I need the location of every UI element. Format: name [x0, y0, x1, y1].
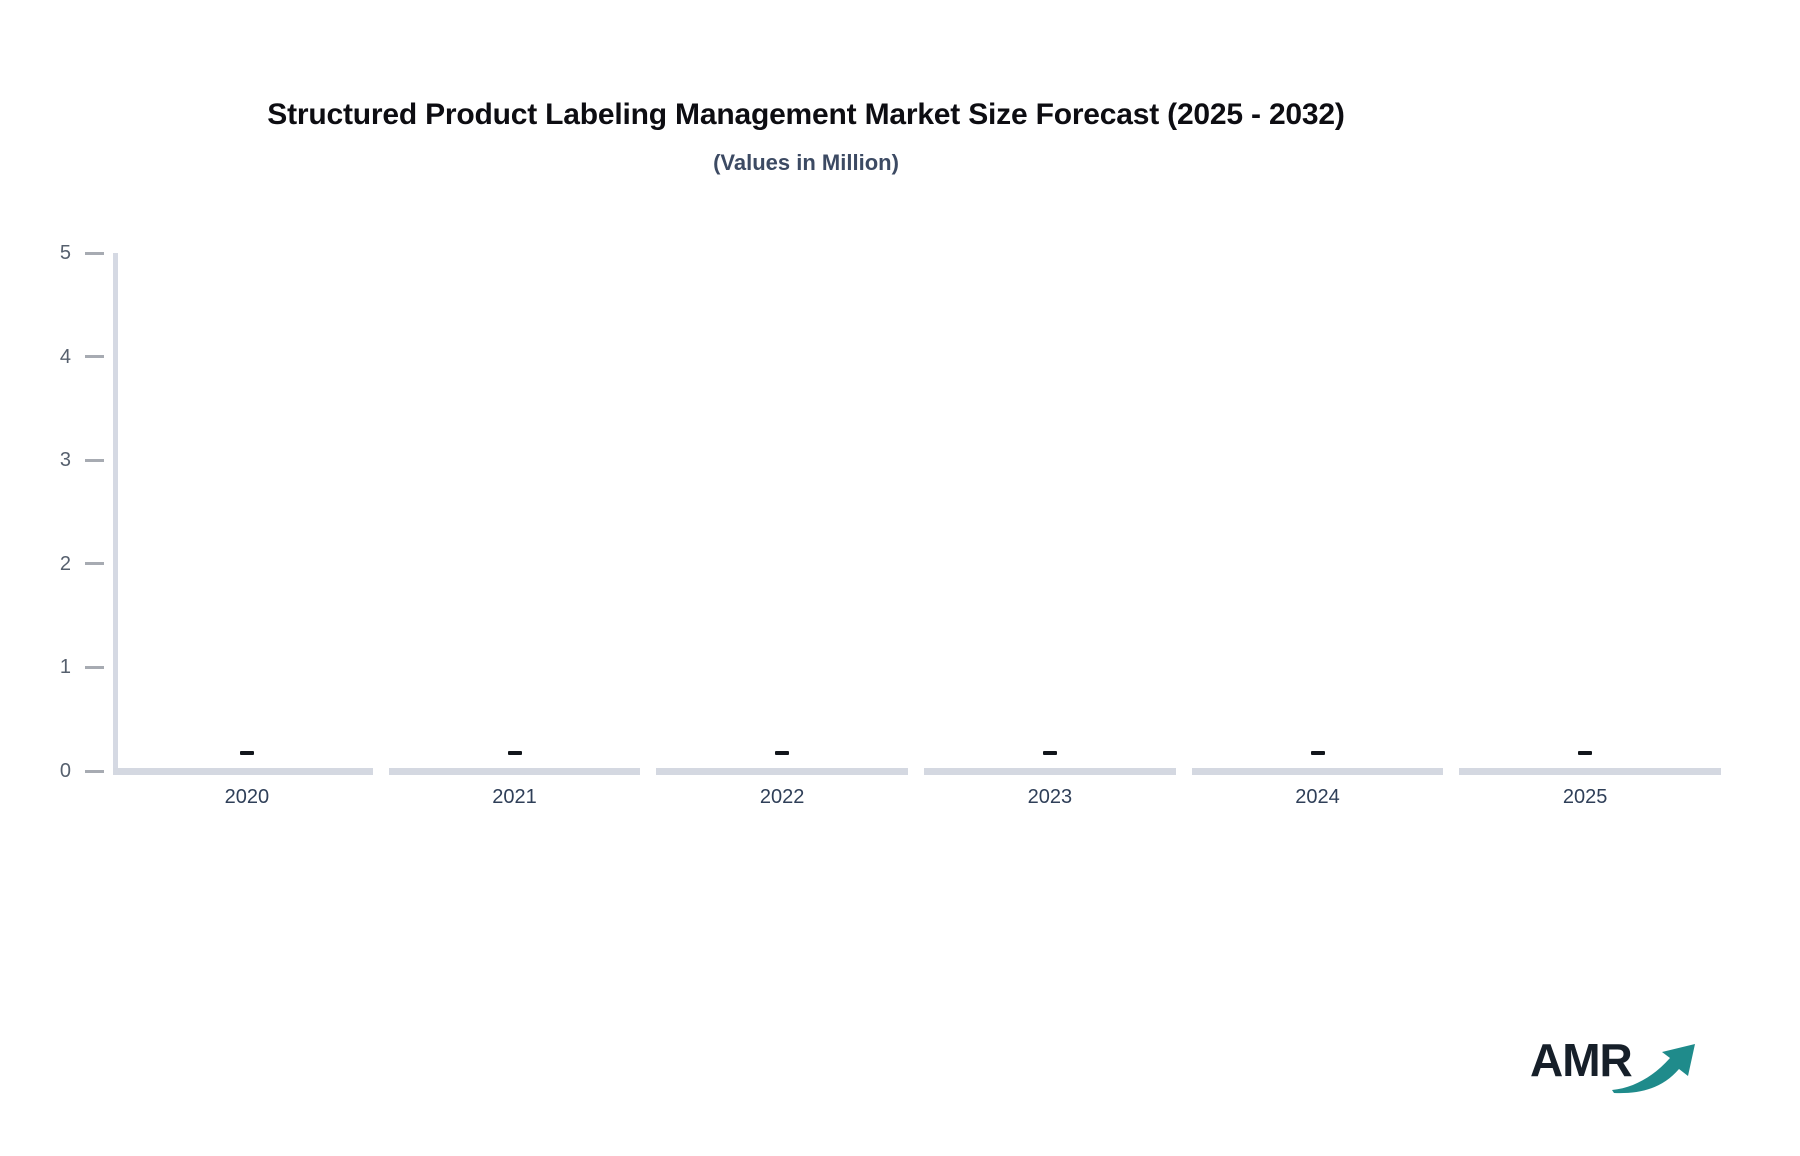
x-axis-tick-label: 2025	[1562, 786, 1608, 808]
y-axis-tick-label: 5	[59, 242, 71, 264]
y-axis-tick-mark	[85, 562, 104, 566]
data-point-label	[1578, 751, 1593, 755]
amr-logo-wordmark: AMR	[1530, 1034, 1634, 1086]
x-axis-tick-label: 2021	[492, 786, 537, 808]
x-axis-tick-label: 2022	[759, 786, 805, 808]
x-axis-segment-gap	[1443, 768, 1460, 775]
x-axis-segment-gap	[640, 768, 657, 775]
y-axis-tick-label: 3	[59, 449, 71, 472]
y-axis-tick-mark	[85, 769, 104, 773]
x-axis-segment-gap	[1175, 768, 1192, 775]
data-point-label	[507, 751, 522, 755]
chart-header: Structured Product Labeling Management M…	[0, 96, 1612, 176]
chart-title: Structured Product Labeling Management M…	[267, 98, 1345, 131]
y-axis-tick-mark	[85, 355, 104, 359]
y-axis-tick-label: 0	[59, 760, 71, 782]
growth-arrow-icon	[1612, 1044, 1695, 1094]
x-axis-segment-gap	[372, 768, 389, 775]
data-point-label	[1042, 751, 1057, 755]
y-axis-tick-mark	[85, 458, 104, 462]
data-point-label	[1310, 751, 1325, 755]
y-axis-tick-label: 1	[59, 656, 71, 679]
data-point-label	[775, 751, 790, 755]
y-axis-tick-label: 4	[59, 345, 71, 368]
amr-logo: AMR	[1530, 1032, 1702, 1094]
y-axis-tick-mark	[85, 665, 104, 669]
x-axis-tick-label: 2023	[1027, 786, 1073, 808]
chart-subtitle: (Values in Million)	[713, 149, 899, 175]
plot-area	[113, 253, 1719, 771]
y-axis-line	[113, 253, 118, 771]
y-axis-tick-mark	[85, 251, 104, 255]
data-point-label	[239, 751, 254, 755]
y-axis-tick-label: 2	[59, 552, 71, 575]
x-axis-tick-label: 2024	[1295, 786, 1340, 808]
x-axis-segment-gap	[908, 768, 924, 775]
x-axis-tick-label: 2020	[224, 786, 270, 808]
svg-text:AMR: AMR	[1530, 1034, 1633, 1086]
